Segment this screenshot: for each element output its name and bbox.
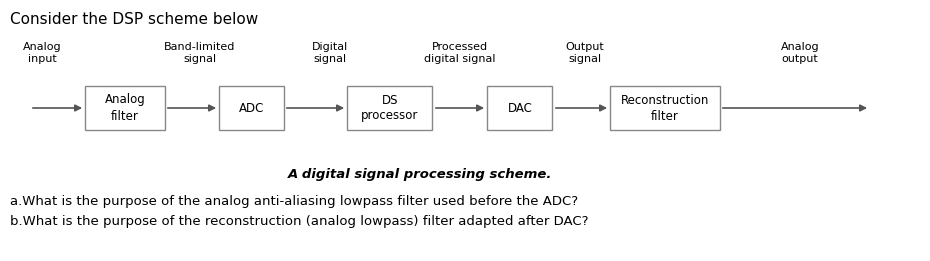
- Bar: [348, 86, 432, 130]
- Text: Output
signal: Output signal: [565, 42, 604, 64]
- Text: Analog
output: Analog output: [780, 42, 819, 64]
- Text: Band-limited
signal: Band-limited signal: [165, 42, 235, 64]
- Bar: [219, 86, 285, 130]
- Text: DS
processor: DS processor: [362, 93, 419, 122]
- Text: ADC: ADC: [239, 102, 265, 115]
- Bar: [487, 86, 552, 130]
- Text: b.What is the purpose of the reconstruction (analog lowpass) filter adapted afte: b.What is the purpose of the reconstruct…: [10, 215, 589, 228]
- Text: Digital
signal: Digital signal: [312, 42, 348, 64]
- Bar: [85, 86, 165, 130]
- Text: Analog
input: Analog input: [22, 42, 61, 64]
- Text: Reconstruction
filter: Reconstruction filter: [621, 93, 710, 122]
- Text: Processed
digital signal: Processed digital signal: [424, 42, 496, 64]
- Text: a.What is the purpose of the analog anti-aliasing lowpass filter used before the: a.What is the purpose of the analog anti…: [10, 195, 578, 208]
- Text: A digital signal processing scheme.: A digital signal processing scheme.: [287, 168, 552, 181]
- Text: DAC: DAC: [508, 102, 533, 115]
- Text: Analog
filter: Analog filter: [104, 93, 145, 122]
- Bar: [610, 86, 720, 130]
- Text: Consider the DSP scheme below: Consider the DSP scheme below: [10, 12, 259, 27]
